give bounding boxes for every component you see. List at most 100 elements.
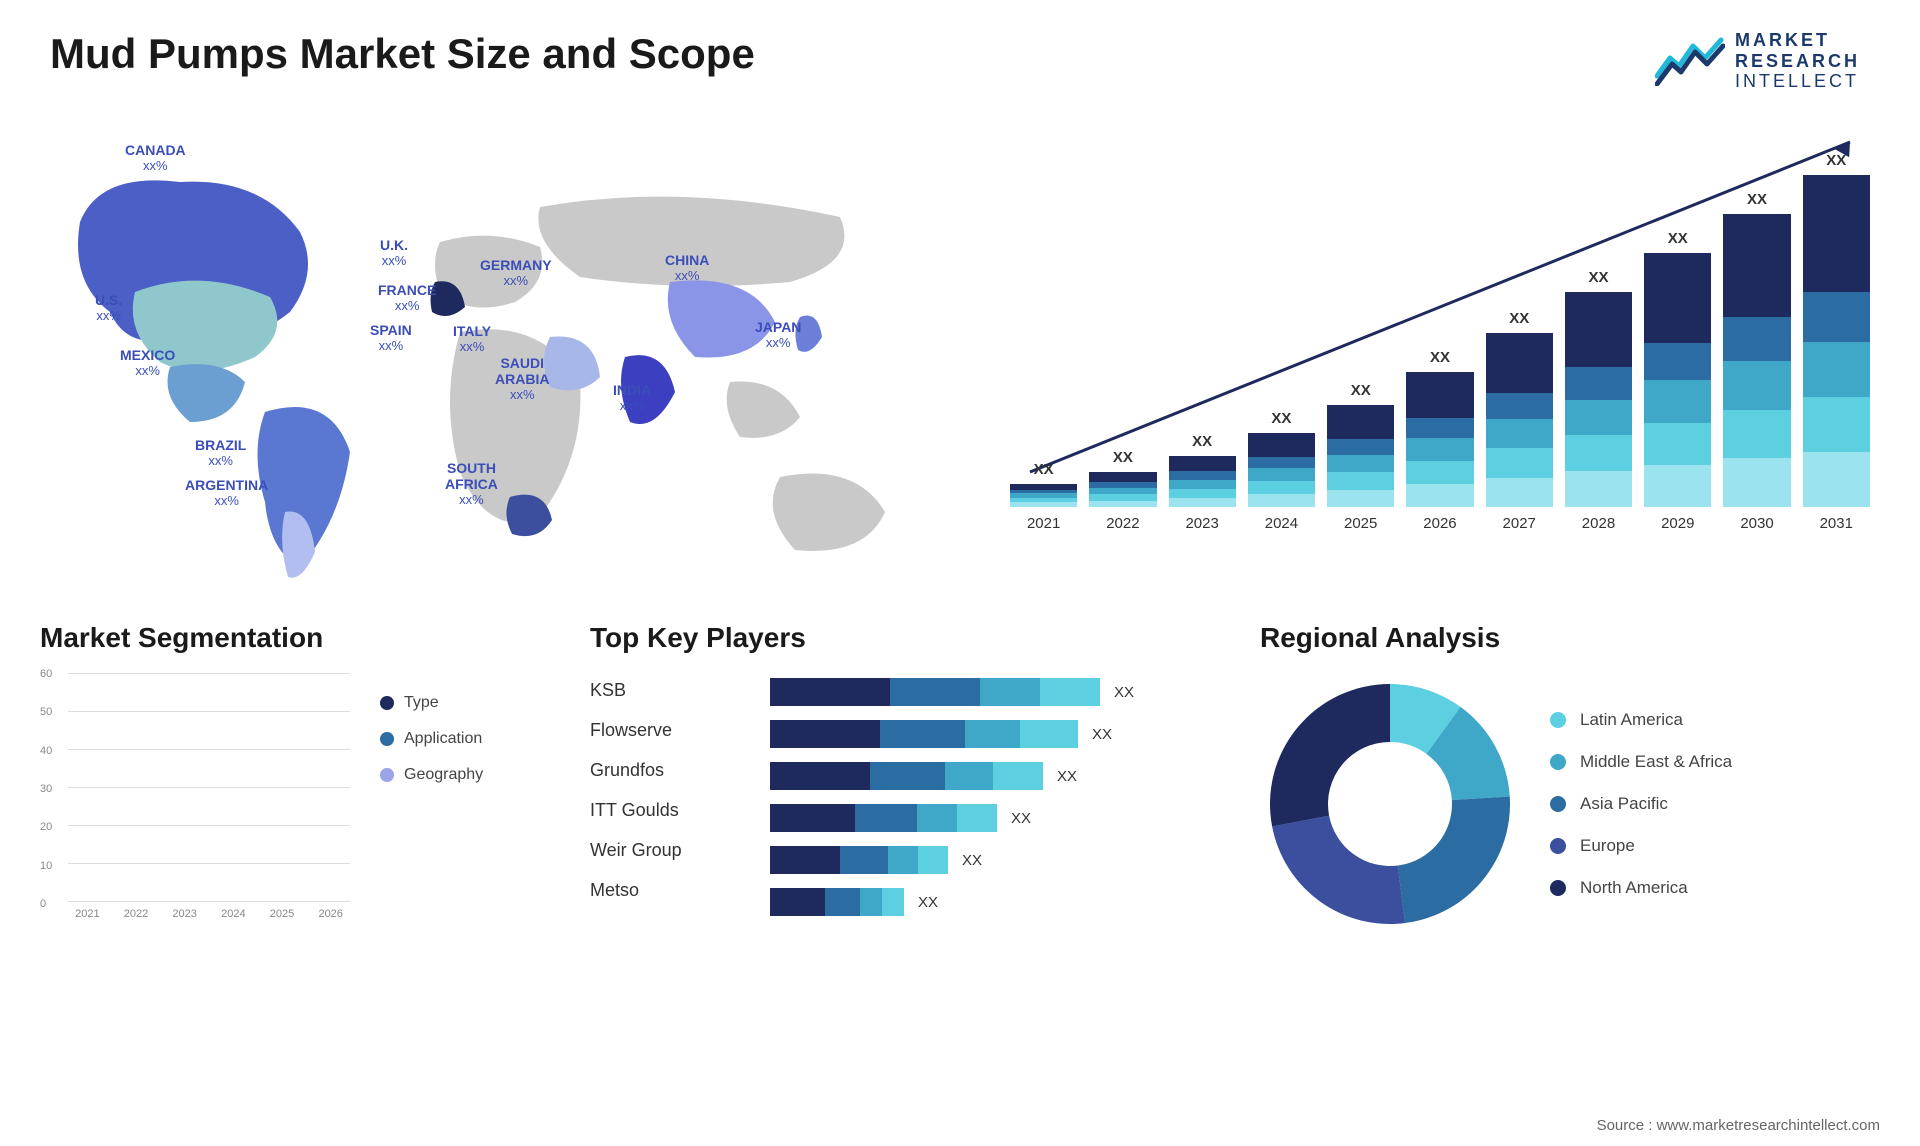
player-bar-row: XX (770, 720, 1230, 748)
player-name: Weir Group (590, 840, 740, 861)
legend-item: Latin America (1550, 710, 1880, 730)
legend-label: Asia Pacific (1580, 794, 1668, 814)
player-name: ITT Goulds (590, 800, 740, 821)
map-label: CHINAxx% (665, 252, 709, 283)
growth-bar-value: XX (1113, 449, 1133, 466)
logo-line2: RESEARCH (1735, 51, 1860, 72)
map-label: INDIAxx% (613, 382, 651, 413)
player-name: Grundfos (590, 760, 740, 781)
key-players-names: KSBFlowserveGrundfosITT GouldsWeir Group… (590, 674, 740, 916)
y-tick: 20 (40, 821, 52, 833)
legend-label: Application (404, 730, 482, 748)
legend-swatch (1550, 838, 1566, 854)
growth-bar-value: XX (1430, 349, 1450, 366)
legend-swatch (1550, 796, 1566, 812)
key-players-bars: XX XX XX XX XX XX (770, 674, 1230, 916)
growth-bar-value: XX (1826, 152, 1846, 169)
player-bar-row: XX (770, 804, 1230, 832)
donut-segment (1270, 684, 1390, 826)
donut-segment (1398, 797, 1510, 924)
segmentation-bar-chart: 0102030405060 202120222023202420252026 (40, 674, 350, 924)
logo-mark-icon (1655, 36, 1725, 86)
legend-item: Type (380, 694, 560, 712)
growth-bar-value: XX (1588, 269, 1608, 286)
legend-label: Geography (404, 766, 483, 784)
regional-legend: Latin America Middle East & Africa Asia Pa… (1550, 710, 1880, 898)
legend-label: Middle East & Africa (1580, 752, 1732, 772)
legend-item: Application (380, 730, 560, 748)
map-label: ARGENTINAxx% (185, 477, 268, 508)
legend-swatch (380, 732, 394, 746)
growth-bar: XX 2028 (1565, 269, 1632, 532)
growth-bar: XX 2022 (1089, 449, 1156, 532)
legend-item: Middle East & Africa (1550, 752, 1880, 772)
growth-bar-chart: XX2021XX2022XX2023XX2024XX2025XX2026XX20… (1000, 122, 1880, 602)
map-label: CANADAxx% (125, 142, 186, 173)
y-tick: 60 (40, 668, 52, 680)
key-players-title: Top Key Players (590, 622, 1230, 654)
regional-donut-chart (1260, 674, 1520, 934)
source-text: Source : www.marketresearchintellect.com (1597, 1117, 1880, 1134)
player-bar-row: XX (770, 888, 1230, 916)
legend-label: Europe (1580, 836, 1635, 856)
growth-bar-year: 2025 (1344, 515, 1377, 532)
growth-bar-year: 2031 (1820, 515, 1853, 532)
page-title: Mud Pumps Market Size and Scope (40, 30, 755, 78)
segmentation-year: 2024 (221, 908, 245, 920)
player-value: XX (1057, 768, 1077, 785)
growth-bar: XX2027 (1486, 310, 1553, 532)
growth-bar-value: XX (1747, 191, 1767, 208)
growth-bar-value: XX (1668, 230, 1688, 247)
growth-bar-value: XX (1034, 461, 1054, 478)
player-name: Metso (590, 880, 740, 901)
legend-item: North America (1550, 878, 1880, 898)
map-label: SOUTHAFRICAxx% (445, 460, 498, 507)
growth-bar: XX 2025 (1327, 382, 1394, 532)
map-label: ITALYxx% (453, 323, 491, 354)
player-bar-row: XX (770, 678, 1230, 706)
growth-bar-value: XX (1351, 382, 1371, 399)
growth-bar: XX 2021 (1010, 461, 1077, 532)
player-value: XX (918, 894, 938, 911)
player-bar-row: XX (770, 762, 1230, 790)
player-name: KSB (590, 680, 740, 701)
growth-bar: XX2024 (1248, 410, 1315, 532)
map-label: SAUDIARABIAxx% (495, 355, 549, 402)
donut-segment (1272, 816, 1405, 924)
growth-bar: XX2029 (1644, 230, 1711, 532)
map-label: GERMANYxx% (480, 257, 552, 288)
growth-bar-year: 2028 (1582, 515, 1615, 532)
legend-label: North America (1580, 878, 1688, 898)
y-tick: 0 (40, 898, 46, 910)
growth-bar-year: 2021 (1027, 515, 1060, 532)
y-tick: 40 (40, 745, 52, 757)
player-value: XX (1092, 726, 1112, 743)
segmentation-year: 2025 (270, 908, 294, 920)
legend-label: Type (404, 694, 439, 712)
player-value: XX (1114, 684, 1134, 701)
player-value: XX (962, 852, 982, 869)
segmentation-year: 2026 (318, 908, 342, 920)
segmentation-title: Market Segmentation (40, 622, 560, 654)
y-tick: 50 (40, 706, 52, 718)
player-value: XX (1011, 810, 1031, 827)
map-label: FRANCExx% (378, 282, 436, 313)
segmentation-year: 2022 (124, 908, 148, 920)
segmentation-legend: Type Application Geography (380, 674, 560, 924)
regional-panel: Regional Analysis Latin AmericaMiddle Ea… (1260, 622, 1880, 934)
growth-bar-value: XX (1271, 410, 1291, 427)
legend-item: Europe (1550, 836, 1880, 856)
player-bar-row: XX (770, 846, 1230, 874)
logo-line1: MARKET (1735, 30, 1860, 51)
legend-swatch (380, 768, 394, 782)
growth-bar-year: 2026 (1423, 515, 1456, 532)
growth-bar-year: 2022 (1106, 515, 1139, 532)
map-label: BRAZILxx% (195, 437, 246, 468)
legend-swatch (1550, 880, 1566, 896)
map-label: U.S.xx% (95, 292, 122, 323)
growth-bar: XX 2026 (1406, 349, 1473, 532)
legend-swatch (1550, 712, 1566, 728)
legend-label: Latin America (1580, 710, 1683, 730)
map-label: SPAINxx% (370, 322, 412, 353)
legend-item: Geography (380, 766, 560, 784)
